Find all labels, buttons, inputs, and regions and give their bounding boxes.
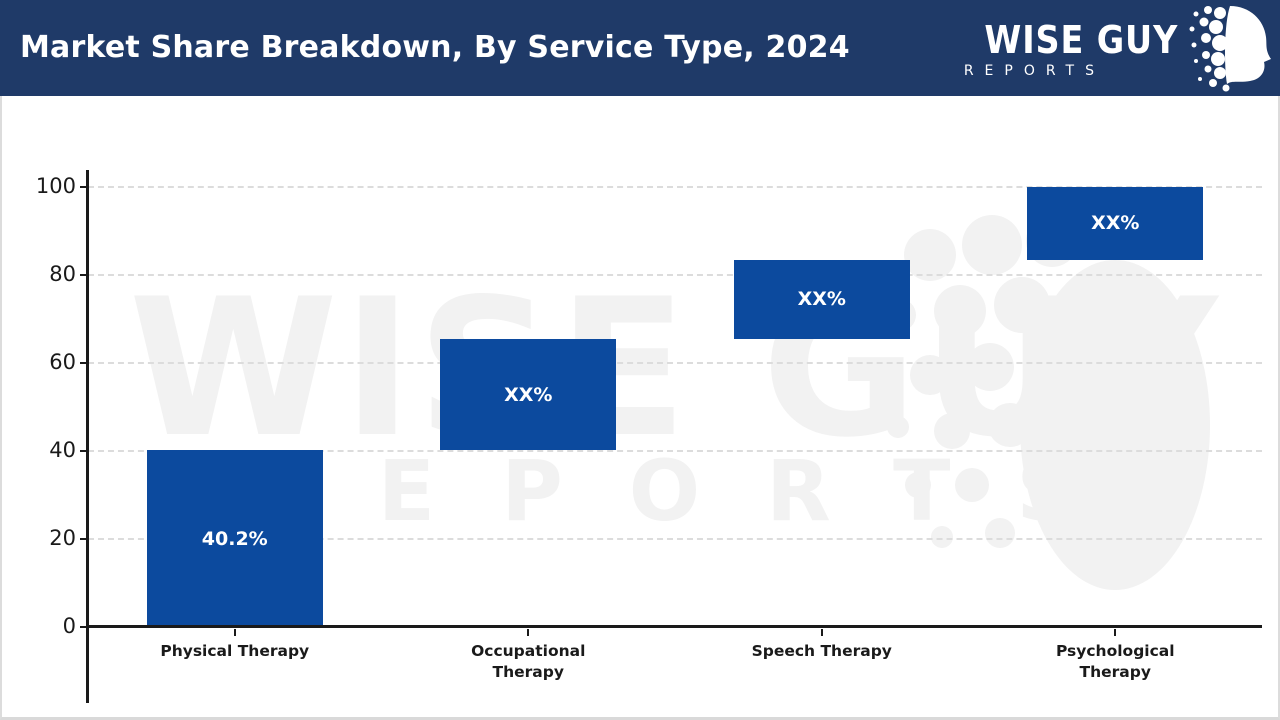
logo-wordmark: WISE GUY [984, 17, 1178, 62]
x-axis-line [86, 625, 1262, 628]
gridline [88, 538, 1262, 540]
x-tick [1114, 629, 1117, 636]
x-tick-label: Occupational Therapy [471, 642, 586, 681]
bar-2: XX% [440, 339, 617, 451]
bar-value-label: 40.2% [201, 527, 268, 550]
logo-text: WISE GUY REPORTS [958, 18, 1178, 79]
x-tick [820, 629, 823, 636]
y-tick [80, 362, 88, 364]
y-tick-label: 0 [62, 614, 76, 638]
wise-guy-logo: WISE GUY REPORTS [958, 4, 1272, 92]
y-tick-label: 40 [49, 438, 76, 462]
x-tick-label: Speech Therapy [751, 642, 892, 660]
chart-title: Market Share Breakdown, By Service Type,… [20, 30, 850, 65]
gridline [88, 186, 1262, 188]
x-tick-label: Physical Therapy [160, 642, 310, 660]
bar-value-label: XX% [1091, 212, 1140, 235]
bar-value-label: XX% [797, 288, 846, 311]
bar-4: XX% [1027, 187, 1204, 260]
bar-1: 40.2% [146, 450, 323, 627]
gridline [88, 274, 1262, 276]
y-tick [80, 450, 88, 452]
y-tick [80, 186, 88, 188]
y-tick-label: 60 [49, 350, 76, 374]
bar-3: XX% [733, 259, 910, 340]
x-tick [527, 629, 530, 636]
y-tick-label: 20 [49, 526, 76, 550]
plot-area: 0 20 40 60 80 100 40.2% Physical Therapy XX% Occu… [0, 96, 1280, 720]
y-axis-line [86, 170, 89, 703]
y-tick-label: 80 [49, 262, 76, 286]
gridline [88, 450, 1262, 452]
logo-subtext: REPORTS [963, 62, 1105, 79]
x-tick-label: Psychological Therapy [1055, 642, 1175, 681]
header: Market Share Breakdown, By Service Type,… [0, 0, 1280, 96]
gridline [88, 362, 1262, 364]
x-tick [233, 629, 236, 636]
y-tick [80, 274, 88, 276]
y-tick-label: 100 [35, 174, 76, 198]
bar-value-label: XX% [504, 383, 553, 406]
logo-head-icon [1189, 6, 1271, 92]
y-tick [80, 538, 88, 540]
y-tick [80, 626, 88, 628]
